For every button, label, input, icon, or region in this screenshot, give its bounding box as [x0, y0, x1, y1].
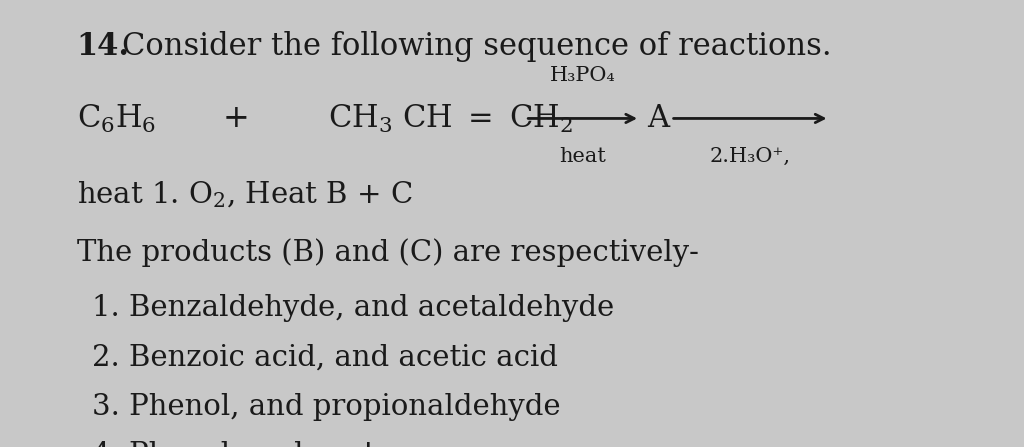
- Text: 2. Benzoic acid, and acetic acid: 2. Benzoic acid, and acetic acid: [92, 344, 558, 371]
- Text: $\mathdefault{C_6H_6}$: $\mathdefault{C_6H_6}$: [77, 102, 156, 135]
- Text: 4. Phenol, and acetone: 4. Phenol, and acetone: [92, 441, 429, 447]
- Text: Consider the following sequence of reactions.: Consider the following sequence of react…: [122, 31, 831, 62]
- Text: The products (B) and (C) are respectively-: The products (B) and (C) are respectivel…: [77, 238, 698, 267]
- Text: $\mathdefault{CH_3}$ CH $=$ $\mathdefault{CH_2}$: $\mathdefault{CH_3}$ CH $=$ $\mathdefaul…: [328, 102, 572, 135]
- Text: H₃PO₄: H₃PO₄: [550, 67, 615, 85]
- Text: 3. Phenol, and propionaldehyde: 3. Phenol, and propionaldehyde: [92, 393, 561, 421]
- Text: heat: heat: [559, 147, 606, 166]
- Text: 14.: 14.: [77, 31, 130, 62]
- Text: A: A: [647, 103, 670, 134]
- Text: heat 1. $\mathdefault{O_2}$, Heat B $+$ C: heat 1. $\mathdefault{O_2}$, Heat B $+$ …: [77, 179, 413, 210]
- Text: 2.H₃O⁺,: 2.H₃O⁺,: [710, 147, 791, 166]
- Text: 1. Benzaldehyde, and acetaldehyde: 1. Benzaldehyde, and acetaldehyde: [92, 295, 614, 322]
- Text: +: +: [222, 103, 249, 134]
